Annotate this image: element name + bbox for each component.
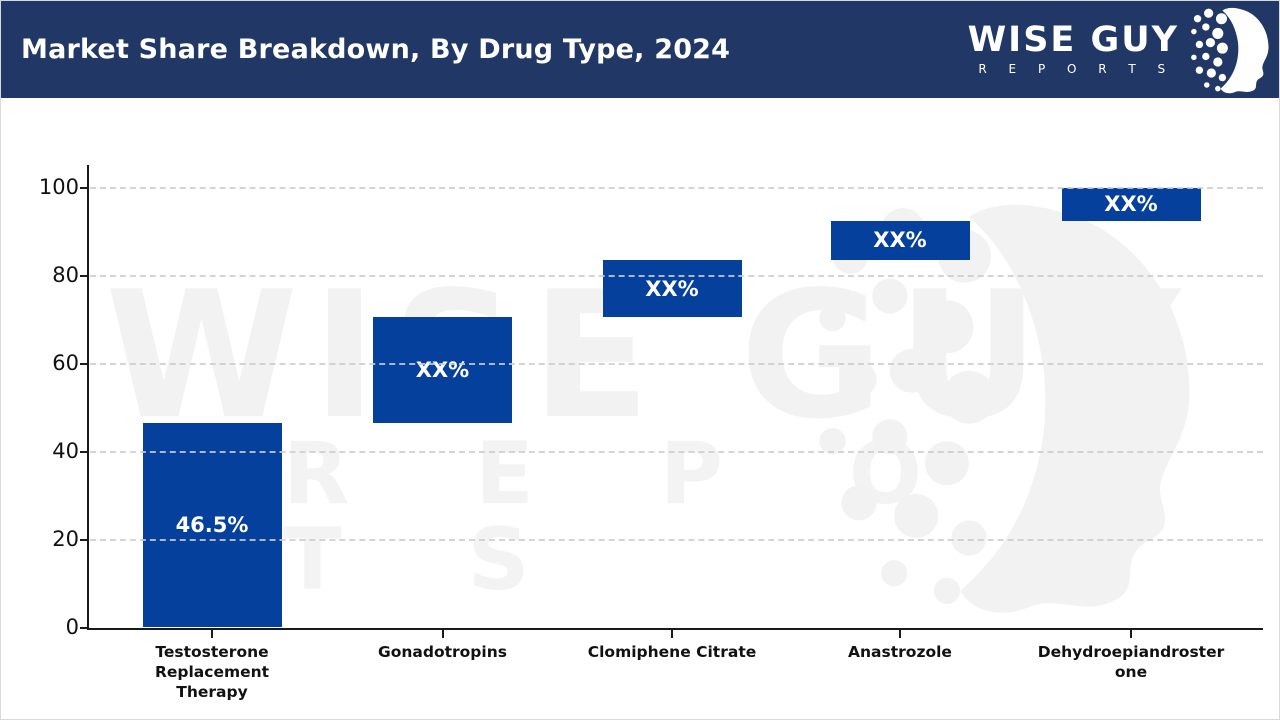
x-axis-category-label: Gonadotropins [378,642,507,661]
x-axis-category-label: Dehydroepiandrosterone [1037,642,1225,681]
x-axis-category-label: Testosterone Replacement Therapy [154,642,270,702]
bar-value-label: XX% [873,228,927,253]
gridline-100 [90,186,1263,189]
bar-value-label: XX% [1104,192,1158,216]
y-axis-tick-mark [80,274,89,277]
bar-segment: XX% [602,260,742,318]
bar-segment: XX% [1061,187,1201,221]
bar-value-label: XX% [415,358,470,383]
y-axis-tick-mark [80,538,89,541]
y-axis-tick-mark [80,450,89,453]
y-axis-tick-label: 80 [52,262,79,287]
logo-wordmark: WISE GUY [967,20,1179,60]
x-axis-category-label: Clomiphene Citrate [587,642,757,661]
chart-title: Market Share Breakdown, By Drug Type, 20… [21,34,731,65]
gridline-40 [90,450,1263,453]
y-axis-tick-label: 0 [65,614,79,639]
x-axis-tick-mark [671,628,673,638]
bar-value-label: XX% [645,276,699,301]
y-axis-tick-label: 100 [38,174,79,199]
dotted-head-icon [1191,7,1269,93]
x-axis-tick-mark [1130,628,1132,638]
y-axis-tick-mark [80,186,89,189]
bar-segment: XX% [373,317,512,423]
gridline-60 [90,362,1263,365]
bar-segment: 46.5% [142,422,282,628]
header-bar: Market Share Breakdown, By Drug Type, 20… [1,1,1279,98]
gridline-80 [90,274,1263,277]
x-axis-tick-mark [441,628,444,638]
x-axis-tick-mark [899,628,901,638]
bar-segment: XX% [830,220,970,261]
y-axis-tick-mark [80,626,89,629]
x-axis-category-label: Anastrozole [848,642,952,661]
y-axis-tick-label: 40 [52,438,79,463]
gridline-20 [90,538,1263,541]
logo-text: WISE GUY R E P O R T S [967,20,1179,77]
y-axis-line [87,165,89,630]
x-axis-line [87,627,1263,630]
y-axis-tick-mark [80,362,89,365]
y-axis-tick-label: 20 [52,526,79,551]
logo-subtitle: R E P O R T S [978,62,1175,76]
bar-value-label: 46.5% [175,513,249,538]
wise-guy-reports-logo: WISE GUY R E P O R T S [968,1,1279,98]
x-axis-tick-mark [211,628,213,638]
y-axis-tick-label: 60 [52,350,79,375]
